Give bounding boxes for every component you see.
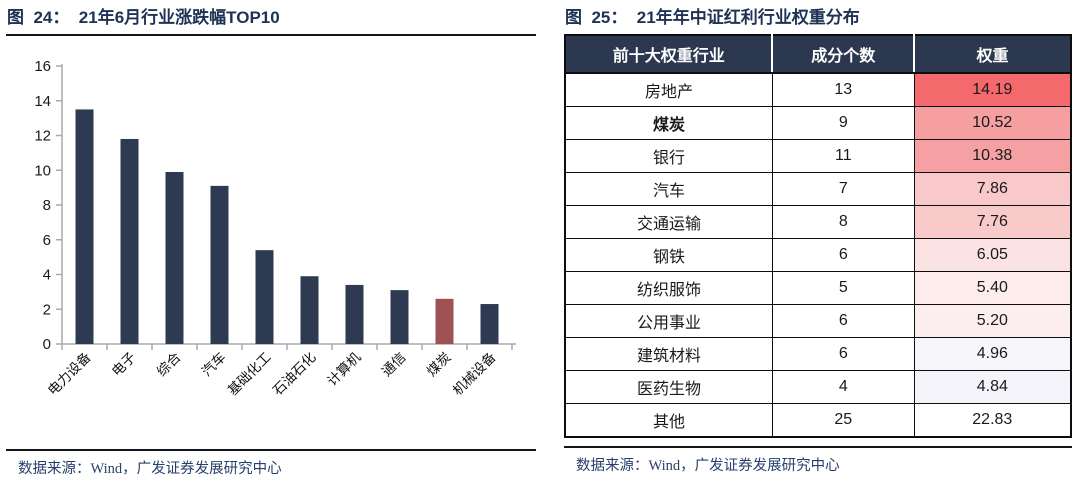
- bar-机械设备: [480, 304, 499, 344]
- count-cell: 7: [771, 172, 915, 206]
- bar-综合: [165, 171, 184, 344]
- weights-table: 前十大权重行业 成分个数 权重 房地产 13 14.19 煤炭 9 10.52 银行 11 10.3…: [563, 34, 1072, 438]
- bar-电力设备: [75, 109, 94, 344]
- industry-cell: 房地产: [564, 72, 773, 107]
- weight-cell: 4.96: [913, 337, 1072, 371]
- table-row: 其他 25 22.83: [564, 403, 1072, 438]
- x-category-label: 电子: [109, 350, 139, 380]
- figure-25: 图 25： 21年年中证红利行业权重分布 前十大权重行业 成分个数 权重 房地产 13…: [540, 0, 1080, 481]
- weight-cell: 4.84: [913, 370, 1072, 404]
- weight-cell: 5.40: [913, 271, 1072, 305]
- count-cell: 6: [771, 337, 915, 371]
- x-category-label: 电力设备: [44, 348, 94, 398]
- table-row: 公用事业 6 5.20: [564, 304, 1072, 338]
- bar-电子: [120, 138, 139, 344]
- bar-chart-container: 0 2 4 6 8 10 12 14 16 电力设备 电子 综合 汽车 基础化工 石油石化 计算机 通信 煤炭 机械…: [6, 36, 536, 449]
- figure-24-source: 数据来源：Wind，广发证券发展研究中心: [18, 461, 282, 477]
- weight-cell: 22.83: [913, 403, 1072, 438]
- table-row: 煤炭 9 10.52: [564, 106, 1072, 140]
- bar-计算机: [345, 284, 364, 344]
- y-tick-label: 14: [34, 93, 51, 110]
- column-header: 权重: [913, 35, 1072, 74]
- x-category-label: 基础化工: [224, 349, 273, 398]
- weight-cell: 10.52: [913, 106, 1072, 140]
- y-tick-label: 8: [43, 197, 51, 214]
- figure-25-title: 图 25： 21年年中证红利行业权重分布: [565, 8, 860, 27]
- bar-汽车: [210, 185, 229, 344]
- weight-cell: 7.76: [913, 205, 1072, 239]
- figure-24-title: 图 24： 21年6月行业涨跌幅TOP10: [7, 8, 280, 27]
- table-row: 房地产 13 14.19: [564, 72, 1072, 107]
- count-cell: 13: [771, 72, 915, 107]
- x-category-label: 石油石化: [270, 350, 319, 399]
- x-category-label: 综合: [154, 349, 184, 379]
- industry-cell: 纺织服饰: [564, 271, 773, 305]
- weight-cell: 14.19: [913, 72, 1072, 107]
- count-cell: 9: [771, 106, 915, 140]
- bar-煤炭: [435, 298, 454, 344]
- figure-25-footer-rule: [564, 446, 1072, 448]
- count-cell: 4: [771, 370, 915, 404]
- industry-cell: 建筑材料: [564, 337, 773, 371]
- count-cell: 6: [771, 304, 915, 338]
- column-header: 前十大权重行业: [563, 35, 773, 74]
- table-row: 交通运输 8 7.76: [564, 205, 1072, 239]
- y-tick-label: 2: [43, 301, 51, 318]
- x-category-label: 通信: [379, 350, 409, 380]
- table-row: 纺织服饰 5 5.40: [564, 271, 1072, 305]
- weights-table-header: 前十大权重行业 成分个数 权重: [563, 35, 1072, 74]
- figure-25-source: 数据来源：Wind，广发证券发展研究中心: [576, 458, 840, 474]
- count-cell: 5: [771, 271, 915, 305]
- y-tick-label: 4: [43, 267, 51, 284]
- y-tick-label: 16: [34, 58, 51, 75]
- industry-cell: 汽车: [564, 172, 773, 206]
- y-tick-label: 6: [43, 232, 51, 249]
- industry-cell: 公用事业: [564, 304, 773, 338]
- weight-cell: 5.20: [913, 304, 1072, 338]
- industry-cell: 其他: [564, 403, 773, 438]
- industry-cell: 医药生物: [564, 370, 773, 404]
- table-row: 医药生物 4 4.84: [564, 370, 1072, 404]
- x-category-label: 汽车: [198, 349, 228, 379]
- table-row: 钢铁 6 6.05: [564, 238, 1072, 272]
- count-cell: 25: [771, 403, 915, 438]
- table-row: 建筑材料 6 4.96: [564, 337, 1072, 371]
- count-cell: 8: [771, 205, 915, 239]
- y-tick-label: 10: [34, 162, 51, 179]
- y-tick-label: 0: [43, 336, 51, 353]
- bar-石油石化: [300, 276, 319, 344]
- industry-cell: 煤炭: [564, 106, 773, 140]
- industry-cell: 交通运输: [564, 205, 773, 239]
- figure-24-footer-rule: [6, 449, 536, 451]
- figure-24-title-rule: [6, 34, 536, 36]
- bar-通信: [390, 290, 409, 344]
- count-cell: 11: [771, 139, 915, 173]
- figure-24: 图 24： 21年6月行业涨跌幅TOP10 0 2 4 6 8 10 12 14 16 电力设备电…: [6, 8, 536, 477]
- weight-cell: 10.38: [913, 139, 1072, 173]
- column-header: 成分个数: [771, 35, 915, 74]
- table-row: 汽车 7 7.86: [564, 172, 1072, 206]
- bar-基础化工: [255, 250, 274, 344]
- count-cell: 6: [771, 238, 915, 272]
- weight-cell: 7.86: [913, 172, 1072, 206]
- industry-cell: 银行: [564, 139, 773, 173]
- table-row: 银行 11 10.38: [564, 139, 1072, 173]
- industry-cell: 钢铁: [564, 238, 773, 272]
- weight-cell: 6.05: [913, 238, 1072, 272]
- x-category-label: 煤炭: [424, 350, 454, 380]
- y-tick-label: 12: [34, 128, 51, 145]
- x-category-label: 机械设备: [449, 348, 499, 398]
- x-category-label: 计算机: [324, 349, 364, 389]
